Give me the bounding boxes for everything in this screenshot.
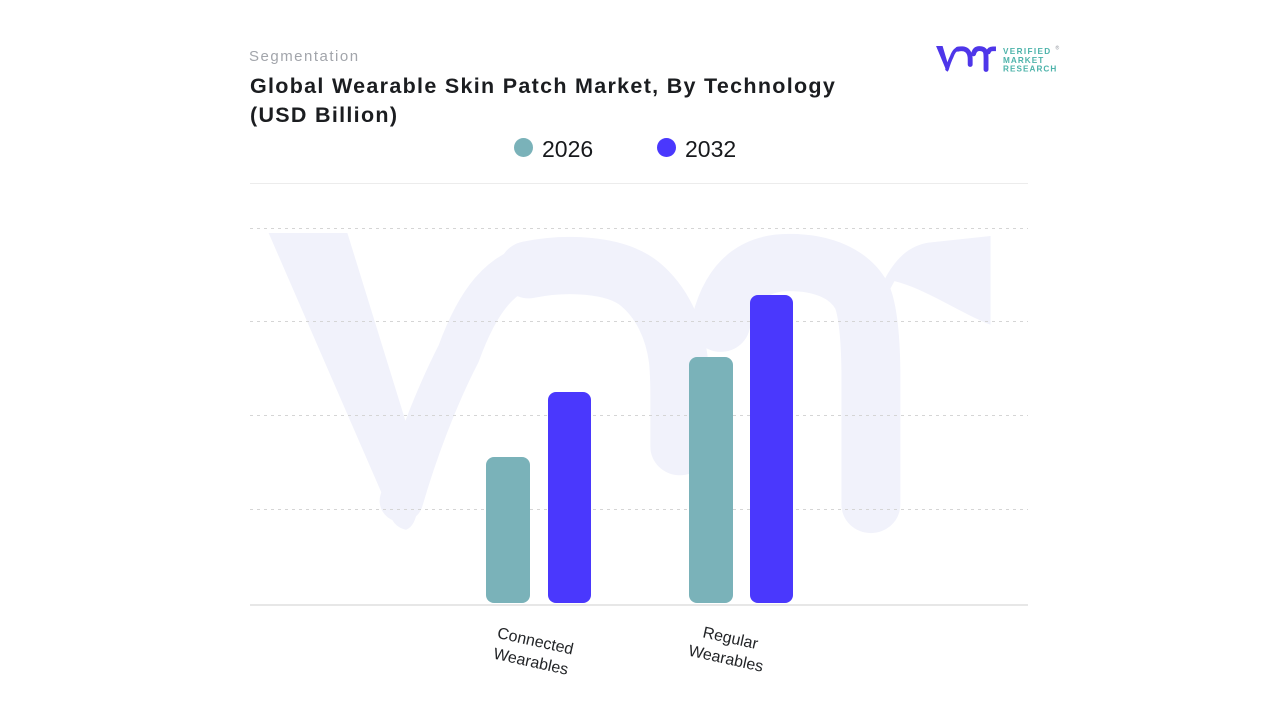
svg-text:RESEARCH: RESEARCH <box>1003 65 1057 74</box>
svg-text:MARKET: MARKET <box>1003 56 1044 65</box>
svg-text:VERIFIED: VERIFIED <box>1003 47 1052 56</box>
svg-text:®: ® <box>1056 45 1060 52</box>
